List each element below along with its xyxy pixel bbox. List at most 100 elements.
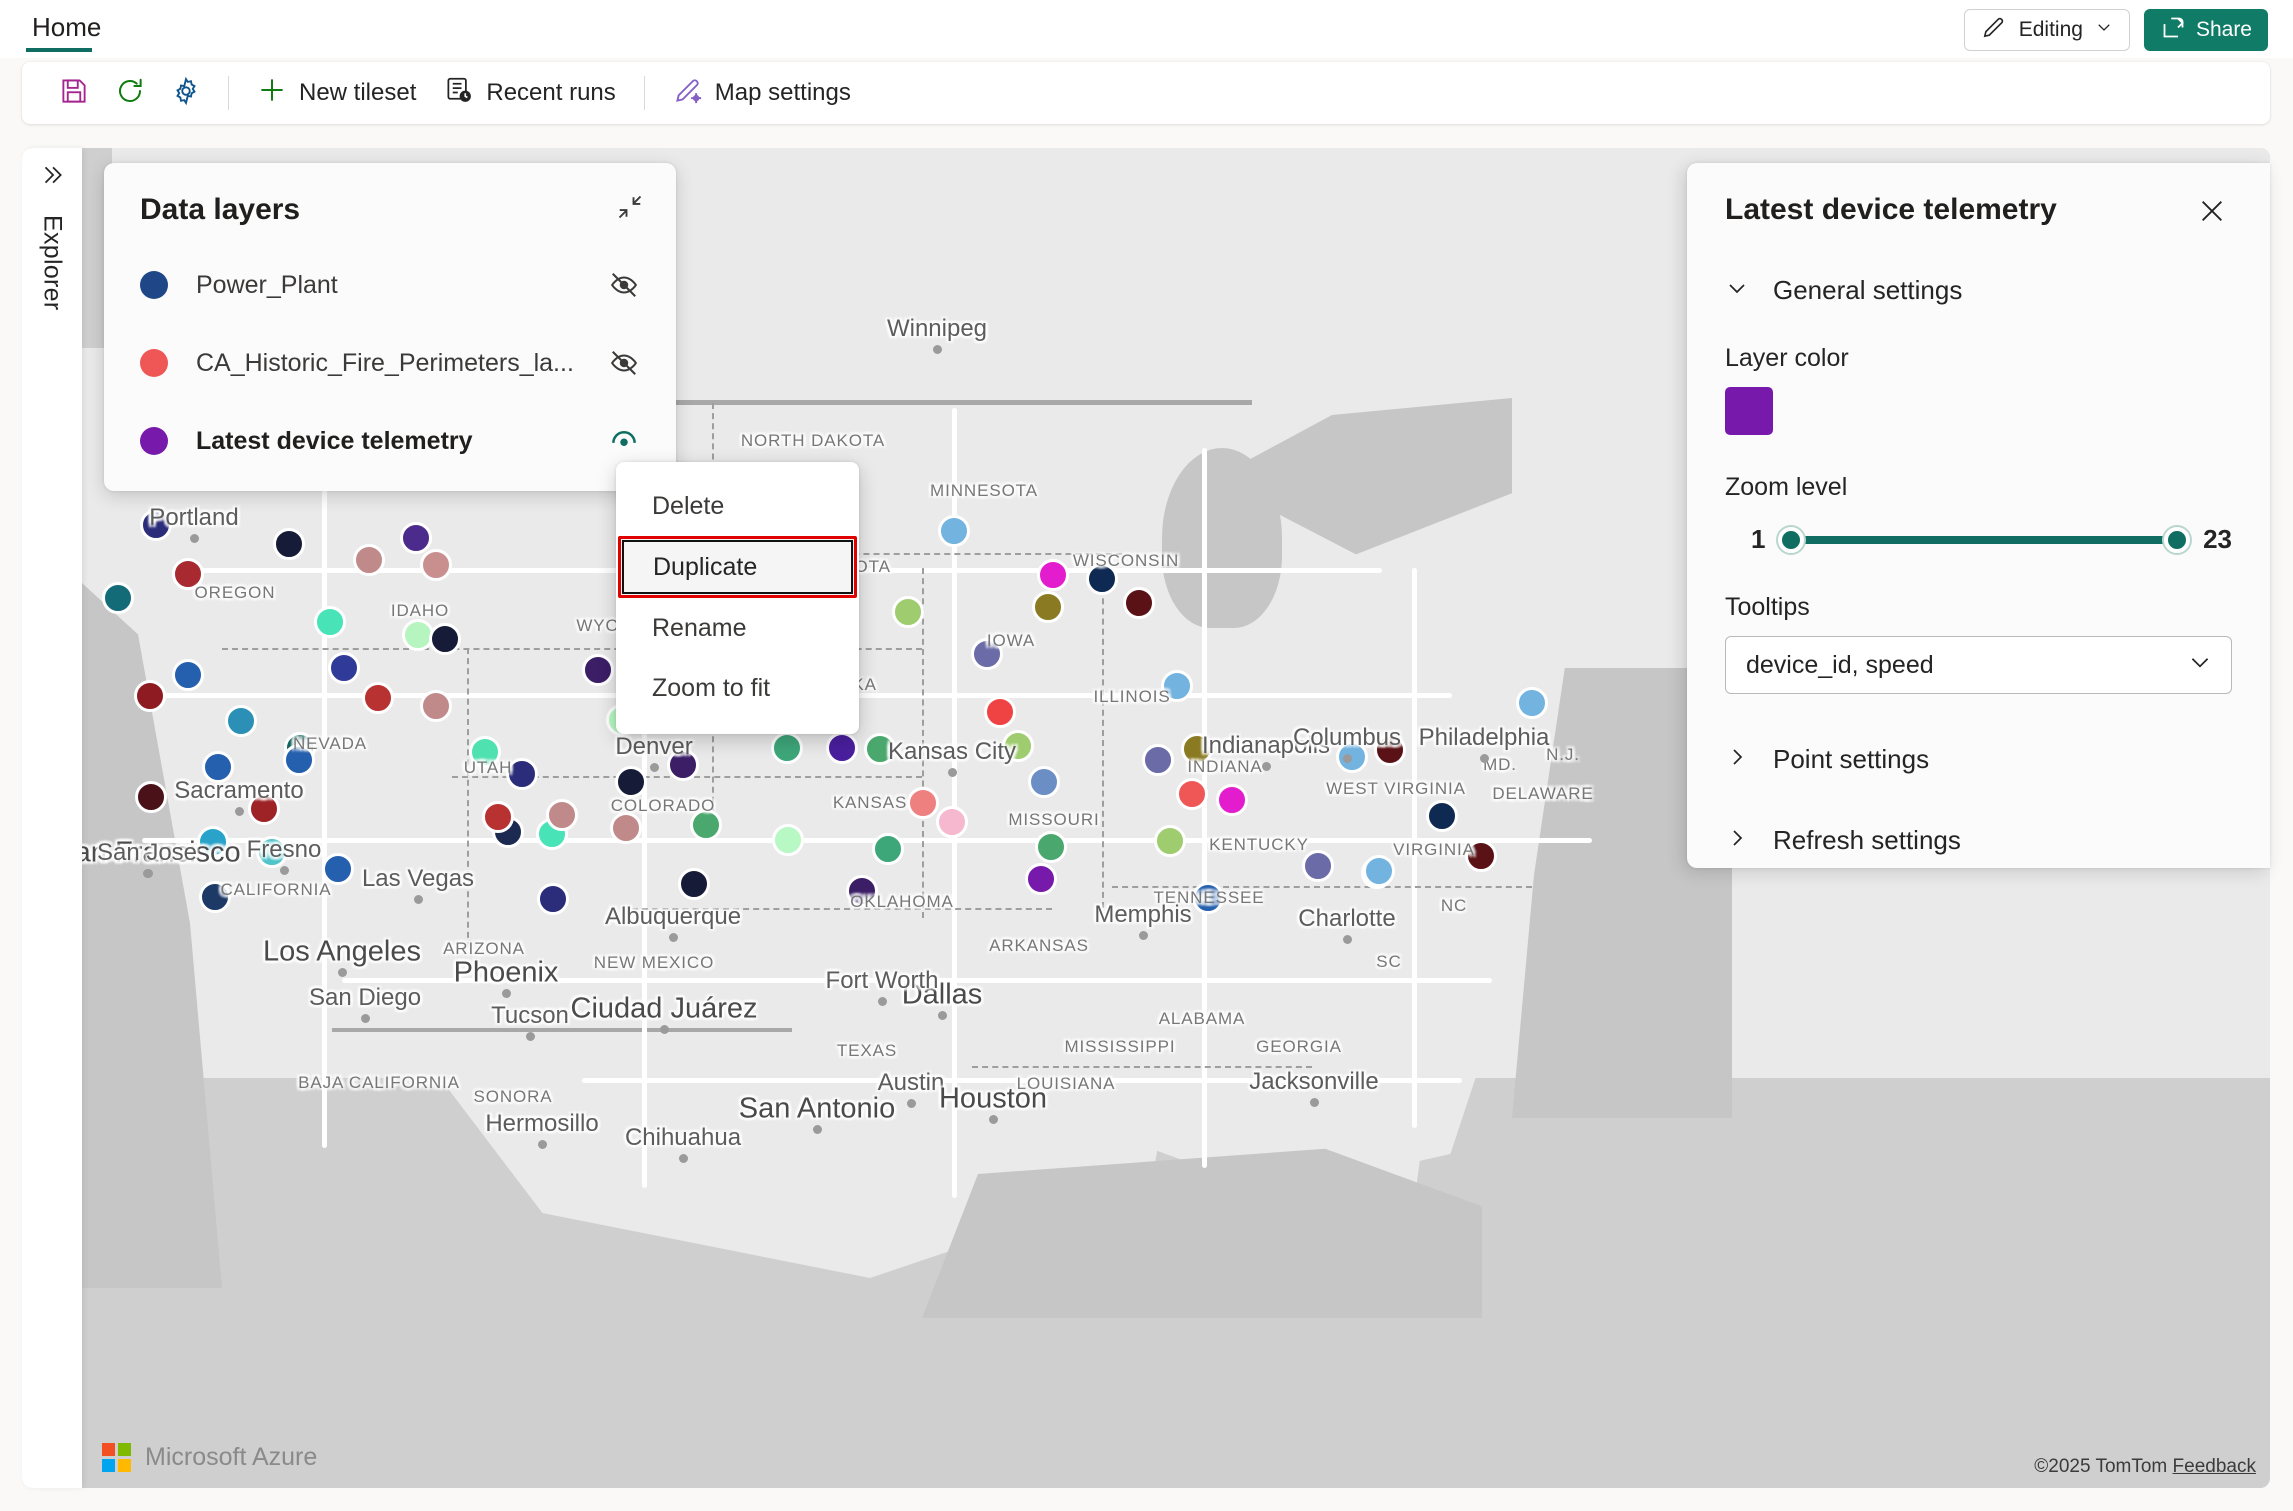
collapse-diagonal-icon[interactable] [616, 193, 644, 226]
map-data-point[interactable] [1037, 559, 1069, 591]
map-data-point[interactable] [1025, 863, 1057, 895]
map-data-point[interactable] [328, 652, 360, 684]
layer-row[interactable]: Latest device telemetry [140, 421, 644, 461]
context-menu-item-rename[interactable]: Rename [652, 613, 747, 642]
save-button[interactable] [46, 70, 102, 116]
map-data-point[interactable] [971, 638, 1003, 670]
map-data-point[interactable] [846, 875, 878, 907]
map-data-point[interactable] [362, 682, 394, 714]
map-data-point[interactable] [1216, 784, 1248, 816]
share-button[interactable]: Share [2143, 9, 2268, 51]
map-data-point[interactable] [1374, 734, 1406, 766]
map-data-point[interactable] [984, 696, 1016, 728]
recent-runs-button[interactable]: Recent runs [430, 70, 629, 116]
map-data-point[interactable] [1176, 778, 1208, 810]
layer-hidden-icon[interactable] [604, 343, 644, 383]
map-data-point[interactable] [771, 732, 803, 764]
map-data-point[interactable] [1465, 840, 1497, 872]
map-data-point[interactable] [248, 793, 280, 825]
map-data-point[interactable] [225, 705, 257, 737]
map-data-point[interactable] [420, 549, 452, 581]
map-data-point[interactable] [872, 833, 904, 865]
map-data-point[interactable] [256, 836, 288, 868]
map-data-point[interactable] [546, 799, 578, 831]
map-data-point[interactable] [1181, 733, 1213, 765]
map-data-point[interactable] [1302, 850, 1334, 882]
map-data-point[interactable] [1363, 855, 1395, 887]
layer-color-swatch[interactable] [1725, 387, 1773, 435]
map-data-point[interactable] [667, 749, 699, 781]
chevron-double-right-icon[interactable] [39, 162, 65, 193]
zoom-slider-thumb-max[interactable] [2164, 526, 2191, 553]
map-data-point[interactable] [1516, 687, 1548, 719]
map-data-point[interactable] [140, 509, 172, 541]
close-panel-button[interactable] [2192, 193, 2232, 233]
map-data-point[interactable] [1032, 591, 1064, 623]
map-data-point[interactable] [826, 732, 858, 764]
map-data-point[interactable] [1142, 744, 1174, 776]
feedback-link[interactable]: Feedback [2172, 1456, 2256, 1477]
map-data-point[interactable] [197, 826, 229, 858]
map-data-point[interactable] [429, 623, 461, 655]
map-data-point[interactable] [537, 883, 569, 915]
map-data-point[interactable] [202, 751, 234, 783]
layer-row[interactable]: Power_Plant [140, 265, 644, 305]
map-data-point[interactable] [400, 522, 432, 554]
map-data-point[interactable] [864, 733, 896, 765]
section-point-settings[interactable]: Point settings [1725, 744, 2232, 775]
map-data-point[interactable] [469, 736, 501, 768]
map-data-point[interactable] [582, 654, 614, 686]
map-data-point[interactable] [1154, 825, 1186, 857]
section-general-settings[interactable]: General settings [1725, 275, 2232, 306]
tooltips-dropdown[interactable]: device_id, speed [1725, 636, 2232, 694]
zoom-slider-thumb-min[interactable] [1778, 526, 1805, 553]
map-data-point[interactable] [134, 680, 166, 712]
map-data-point[interactable] [1123, 587, 1155, 619]
map-data-point[interactable] [892, 596, 924, 628]
map-data-point[interactable] [610, 812, 642, 844]
map-data-point[interactable] [172, 659, 204, 691]
map-data-point[interactable] [420, 690, 452, 722]
zoom-slider-track[interactable] [1778, 526, 2191, 553]
map-data-point[interactable] [938, 515, 970, 547]
context-menu-item-delete[interactable]: Delete [652, 491, 725, 520]
layer-row[interactable]: CA_Historic_Fire_Perimeters_la... [140, 343, 644, 383]
map-data-point[interactable] [1086, 563, 1118, 595]
map-data-point[interactable] [273, 528, 305, 560]
context-menu-item-duplicate[interactable]: Duplicate [618, 536, 857, 598]
layer-visible-icon[interactable] [604, 421, 644, 461]
map-data-point[interactable] [1161, 670, 1193, 702]
map-data-point[interactable] [678, 868, 710, 900]
map-data-point[interactable] [772, 824, 804, 856]
explorer-rail[interactable]: Explorer [22, 148, 82, 1488]
map-data-point[interactable] [615, 766, 647, 798]
map-data-point[interactable] [135, 781, 167, 813]
map-data-point[interactable] [322, 853, 354, 885]
map-data-point[interactable] [1426, 800, 1458, 832]
layer-hidden-icon[interactable] [604, 265, 644, 305]
new-tileset-button[interactable]: New tileset [243, 70, 430, 116]
map-data-point[interactable] [936, 806, 968, 838]
zoom-level-slider[interactable]: 1 23 [1725, 524, 2232, 555]
refresh-button[interactable] [102, 70, 158, 116]
map-data-point[interactable] [353, 544, 385, 576]
map-data-point[interactable] [690, 809, 722, 841]
map-data-point[interactable] [482, 801, 514, 833]
map-settings-button[interactable]: Map settings [659, 70, 865, 116]
map-data-point[interactable] [1028, 766, 1060, 798]
map-data-point[interactable] [172, 558, 204, 590]
editing-mode-button[interactable]: Editing [1963, 9, 2130, 51]
map-data-point[interactable] [1002, 730, 1034, 762]
map-data-point[interactable] [907, 787, 939, 819]
settings-button[interactable] [158, 70, 214, 116]
map-data-point[interactable] [199, 881, 231, 913]
context-menu-item-zoom-to-fit[interactable]: Zoom to fit [652, 673, 771, 702]
map-data-point[interactable] [314, 606, 346, 638]
section-refresh-settings[interactable]: Refresh settings [1725, 825, 2232, 856]
map-data-point[interactable] [1192, 882, 1224, 914]
map-data-point[interactable] [1336, 741, 1368, 773]
map-data-point[interactable] [1035, 831, 1067, 863]
map-data-point[interactable] [283, 744, 315, 776]
tab-home[interactable]: Home [32, 12, 102, 42]
map-data-point[interactable] [506, 758, 538, 790]
